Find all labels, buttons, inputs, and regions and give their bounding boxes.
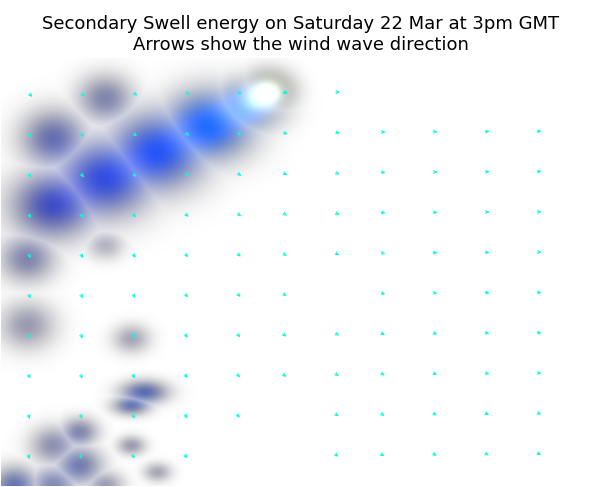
Title: Secondary Swell energy on Saturday 22 Mar at 3pm GMT
Arrows show the wind wave d: Secondary Swell energy on Saturday 22 Ma…: [42, 15, 559, 54]
